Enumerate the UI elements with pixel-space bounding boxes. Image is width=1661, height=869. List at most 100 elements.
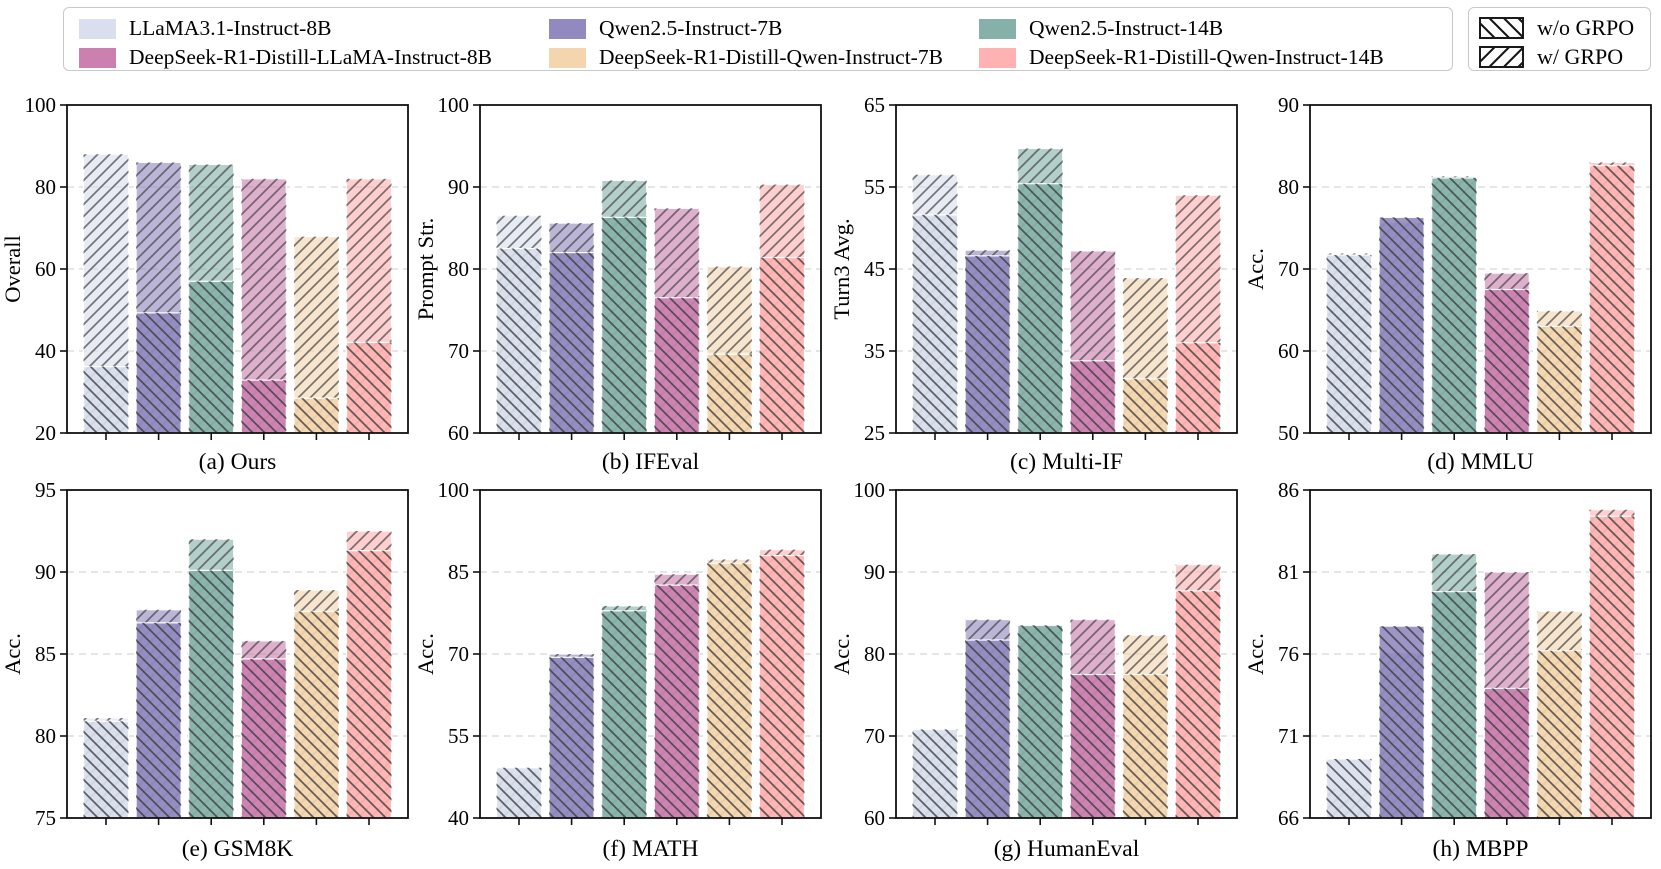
y-tick-label: 90 <box>864 560 885 584</box>
bar-without-grpo-hatch <box>188 570 234 818</box>
subplot-c-multi-if: 25 35 45 55 65 Turn3 Avg. (c) Multi-IF <box>829 93 1238 475</box>
bar-without-grpo-hatch <box>965 640 1011 818</box>
y-tick-label: 100 <box>25 93 57 117</box>
subplot-caption: (d) MMLU <box>1427 449 1533 475</box>
legend-color-swatch <box>79 48 116 68</box>
bar-group-model-3 <box>240 640 287 819</box>
subplot-caption: (a) Ours <box>199 449 277 475</box>
subplot-caption: (c) Multi-IF <box>1010 449 1123 475</box>
legend-hatch-label: w/ GRPO <box>1537 44 1624 69</box>
bar-group-model-2 <box>1431 175 1478 434</box>
subplot-d-mmlu: 50 60 70 80 90 Acc. (d) MMLU <box>1243 93 1652 475</box>
bar-without-grpo-hatch <box>1070 360 1116 433</box>
legend-model-label: Qwen2.5-Instruct-14B <box>1029 16 1224 41</box>
bar-group-model-5 <box>1588 509 1636 819</box>
bar-without-grpo-hatch <box>1589 516 1635 818</box>
subplot-caption: (f) MATH <box>603 836 699 862</box>
bar-group-model-3 <box>1483 272 1530 434</box>
bar-group-model-0 <box>911 728 959 819</box>
bar-group-model-2 <box>1017 624 1064 819</box>
y-tick-label: 80 <box>1278 175 1299 199</box>
bar-group-model-3 <box>1069 250 1116 434</box>
legend-model-label: DeepSeek-R1-Distill-Qwen-Instruct-7B <box>599 45 943 70</box>
bar-group-model-2 <box>1017 147 1064 434</box>
legend-entry-model-2: Qwen2.5-Instruct-14B <box>979 16 1223 42</box>
bar-group-model-4 <box>293 589 340 819</box>
y-tick-label: 60 <box>448 421 469 445</box>
y-tick-label: 90 <box>35 560 56 584</box>
bar-group-model-5 <box>1588 161 1636 434</box>
y-tick-label: 80 <box>35 724 56 748</box>
subplot-caption: (h) MBPP <box>1433 836 1529 862</box>
bar-without-grpo-hatch <box>1379 217 1425 433</box>
bar-without-grpo-hatch <box>1122 378 1168 433</box>
bar-group-model-0 <box>82 717 130 819</box>
bar-without-grpo-hatch <box>601 610 647 818</box>
bar-without-grpo-hatch <box>549 252 595 433</box>
y-tick-label: 70 <box>448 642 469 666</box>
subplot-a-ours: 20 40 60 80 100 Overall (a) Ours <box>0 93 409 475</box>
bar-group-model-0 <box>1325 758 1373 819</box>
bar-without-grpo-hatch <box>1017 625 1063 818</box>
legend-entry-model-5: DeepSeek-R1-Distill-Qwen-Instruct-14B <box>979 45 1384 71</box>
y-tick-label: 66 <box>1278 806 1299 830</box>
bar-without-grpo-hatch <box>1122 674 1168 818</box>
y-axis-label: Acc. <box>1243 248 1268 290</box>
legend-entry-with-grpo: w/ GRPO <box>1479 44 1623 70</box>
y-tick-label: 40 <box>448 806 469 830</box>
bar-without-grpo-hatch <box>1484 289 1530 433</box>
legend-color-swatch <box>79 19 116 39</box>
y-tick-label: 70 <box>1278 257 1299 281</box>
legend-model-label: Qwen2.5-Instruct-7B <box>599 16 783 41</box>
bar-group-model-5 <box>758 183 806 434</box>
y-tick-label: 60 <box>35 257 56 281</box>
bar-group-model-0 <box>495 215 543 434</box>
y-tick-label: 55 <box>448 724 469 748</box>
bar-without-grpo-hatch <box>759 257 805 433</box>
bar-without-grpo-hatch <box>601 217 647 433</box>
y-tick-label: 60 <box>864 806 885 830</box>
bar-group-model-4 <box>1122 277 1169 434</box>
y-tick-label: 80 <box>35 175 56 199</box>
bar-without-grpo-hatch <box>1431 177 1477 433</box>
y-tick-label: 65 <box>864 93 885 117</box>
bar-group-model-5 <box>1174 194 1222 434</box>
hatch-legend: w/o GRPO w/ GRPO <box>1468 7 1651 71</box>
bar-without-grpo-hatch <box>83 721 129 818</box>
bar-group-model-2 <box>1431 553 1478 819</box>
bar-without-grpo-hatch <box>1379 626 1425 818</box>
y-tick-label: 85 <box>35 642 56 666</box>
y-axis-label: Prompt Str. <box>413 218 438 321</box>
bar-without-grpo-hatch <box>549 657 595 818</box>
bar-group-model-5 <box>345 530 393 819</box>
bar-without-grpo-hatch <box>293 611 339 818</box>
subplot-g-humaneval: 60 70 80 90 100 Acc. (g) HumanEval <box>829 478 1238 862</box>
y-tick-label: 71 <box>1278 724 1299 748</box>
y-axis-label: Overall <box>0 235 25 302</box>
legend-color-swatch <box>979 48 1016 68</box>
bar-without-grpo-hatch <box>1070 674 1116 818</box>
legend-model-label: DeepSeek-R1-Distill-LLaMA-Instruct-8B <box>129 45 493 70</box>
bar-group-model-0 <box>495 767 543 819</box>
bar-without-grpo-hatch <box>706 563 752 818</box>
bar-without-grpo-hatch <box>1431 591 1477 818</box>
bar-without-grpo-hatch <box>293 398 339 433</box>
legend-entry-model-3: DeepSeek-R1-Distill-LLaMA-Instruct-8B <box>79 45 492 71</box>
legend-color-swatch <box>549 19 586 39</box>
legend-hatch-label: w/o GRPO <box>1537 15 1635 40</box>
y-axis-label: Acc. <box>1243 633 1268 675</box>
bar-without-grpo-hatch <box>1017 183 1063 433</box>
bar-group-model-2 <box>601 605 648 819</box>
y-tick-label: 20 <box>35 421 56 445</box>
legend-entry-model-0: LLaMA3.1-Instruct-8B <box>79 16 331 42</box>
y-tick-label: 75 <box>35 806 56 830</box>
y-tick-label: 60 <box>1278 339 1299 363</box>
bar-without-grpo-hatch <box>706 354 752 433</box>
backslash-hatch-swatch <box>1479 17 1524 39</box>
bar-group-model-4 <box>1536 610 1583 819</box>
y-axis-label: Turn3 Avg. <box>829 218 854 319</box>
bar-without-grpo-hatch <box>346 342 392 433</box>
bar-group-model-1 <box>135 161 182 434</box>
